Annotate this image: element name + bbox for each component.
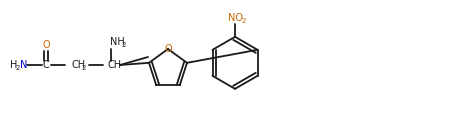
Text: O: O	[42, 40, 50, 50]
Text: H: H	[10, 60, 17, 70]
Text: 2: 2	[122, 42, 126, 48]
Text: CH: CH	[108, 60, 122, 70]
Text: 2: 2	[242, 18, 246, 24]
Text: CH: CH	[72, 60, 86, 70]
Text: NH: NH	[110, 37, 125, 47]
Text: C: C	[43, 60, 49, 70]
Text: N: N	[20, 60, 27, 70]
Text: 2: 2	[16, 65, 20, 71]
Text: NO: NO	[227, 13, 242, 23]
Text: O: O	[164, 44, 172, 54]
Text: 2: 2	[82, 65, 87, 71]
